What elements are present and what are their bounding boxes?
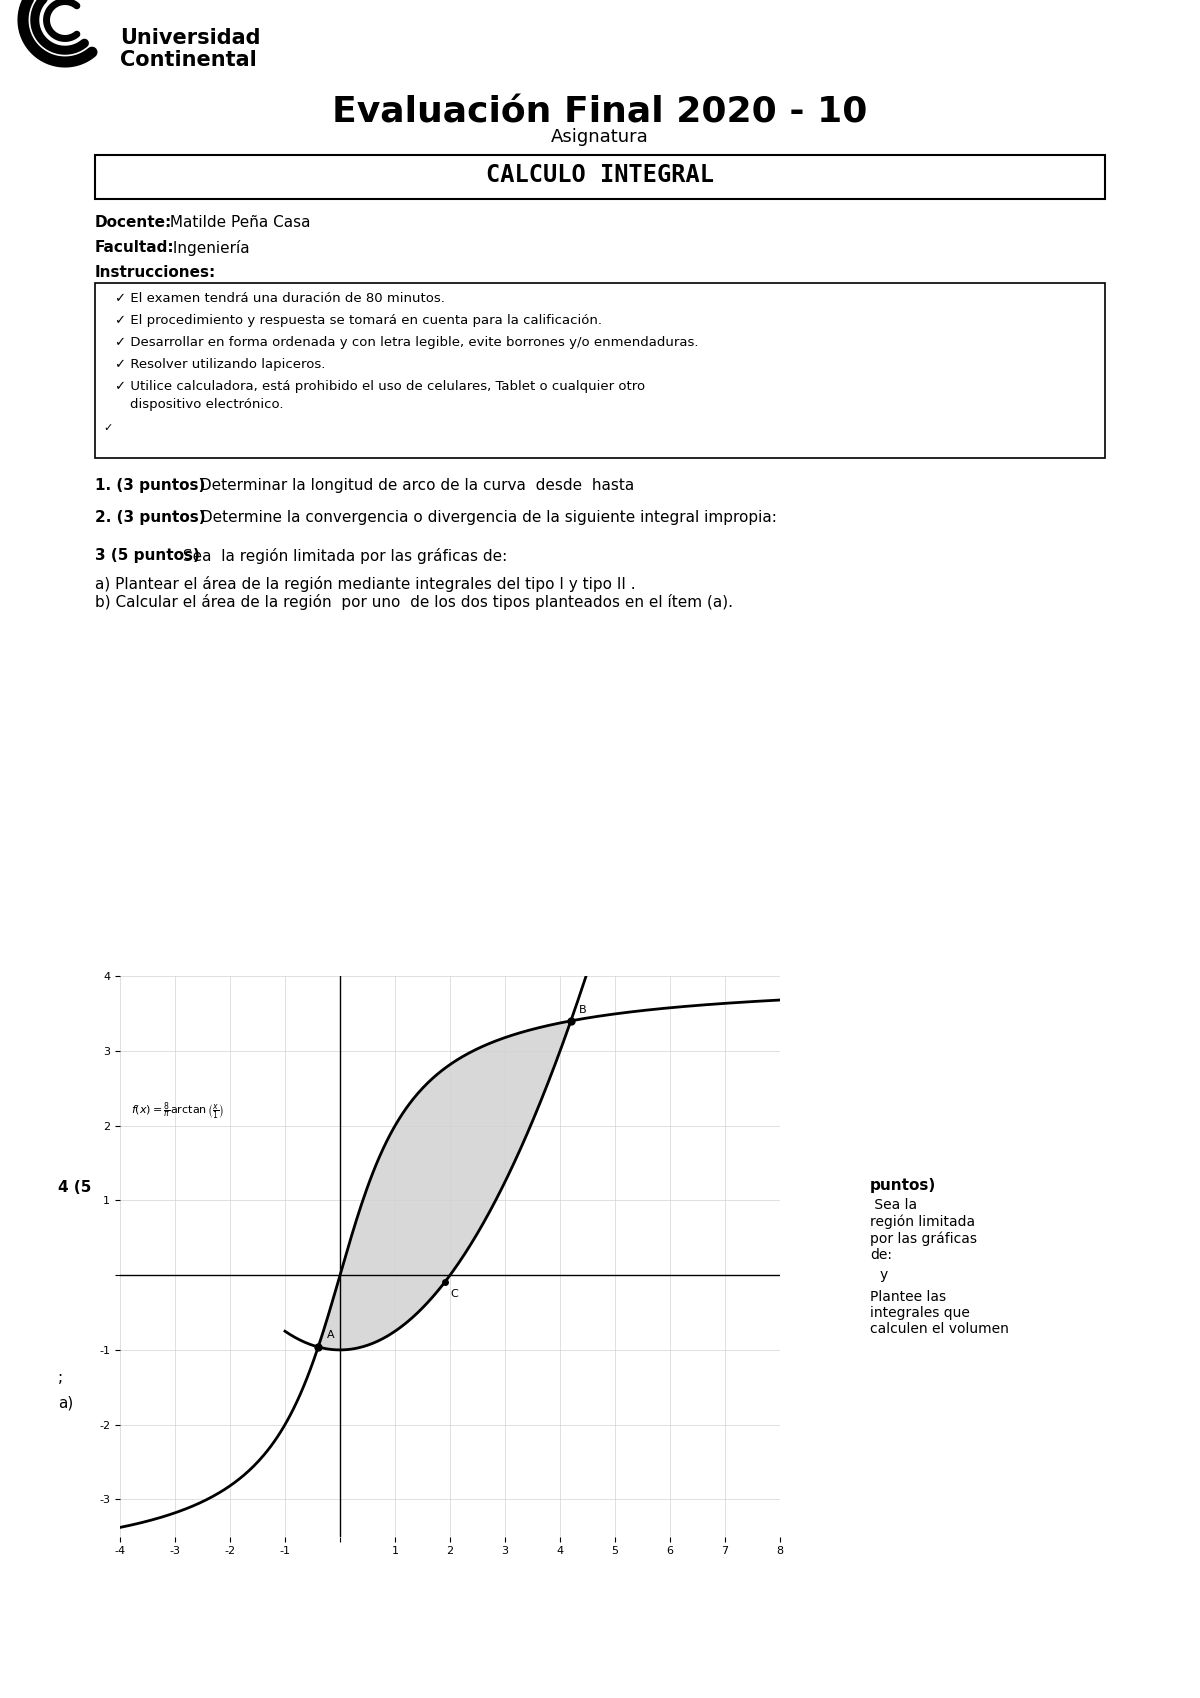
Text: Docente:: Docente: [95,216,173,229]
Text: puntos): puntos) [870,1178,936,1194]
Text: Asignatura: Asignatura [551,127,649,146]
Text: Sea la
región limitada
por las gráficas
de:: Sea la región limitada por las gráficas … [870,1199,977,1262]
Text: a) Plantear el área de la región mediante integrales del tipo I y tipo II .: a) Plantear el área de la región mediant… [95,576,636,593]
Text: b) Calcular el área de la región  por uno  de los dos tipos planteados en el íte: b) Calcular el área de la región por uno… [95,594,733,610]
Text: 4 (5: 4 (5 [58,1180,91,1195]
Text: dispositivo electrónico.: dispositivo electrónico. [130,397,283,411]
Text: Determinar la longitud de arco de la curva  desde  hasta: Determinar la longitud de arco de la cur… [194,479,635,492]
Text: ✓ El examen tendrá una duración de 80 minutos.: ✓ El examen tendrá una duración de 80 mi… [115,292,445,306]
Text: ;: ; [58,1370,64,1386]
Text: Ingeniería: Ingeniería [168,239,250,256]
Text: ✓ Utilice calculadora, está prohibido el uso de celulares, Tablet o cualquier ot: ✓ Utilice calculadora, está prohibido el… [115,380,646,392]
Text: Plantee las
integrales que
calculen el volumen: Plantee las integrales que calculen el v… [870,1290,1009,1336]
Text: ✓ El procedimiento y respuesta se tomará en cuenta para la calificación.: ✓ El procedimiento y respuesta se tomará… [115,314,602,328]
Text: CALCULO INTEGRAL: CALCULO INTEGRAL [486,163,714,187]
Text: Sea  la región limitada por las gráficas de:: Sea la región limitada por las gráficas … [178,548,508,564]
Text: Matilde Peña Casa: Matilde Peña Casa [166,216,311,229]
Text: 3 (5 puntos): 3 (5 puntos) [95,548,200,564]
Text: $f(x) = \frac{8}{\pi}\arctan\left(\frac{x}{1}\right)$: $f(x) = \frac{8}{\pi}\arctan\left(\frac{… [131,1100,224,1122]
Text: ✓ Desarrollar en forma ordenada y con letra legible, evite borrones y/o enmendad: ✓ Desarrollar en forma ordenada y con le… [115,336,698,350]
Text: Instrucciones:: Instrucciones: [95,265,216,280]
Text: 1. (3 puntos): 1. (3 puntos) [95,479,205,492]
Text: y: y [880,1268,888,1282]
Text: a): a) [58,1396,73,1409]
Text: B: B [580,1005,587,1015]
Text: Facultad:: Facultad: [95,239,175,255]
Text: ✓ Resolver utilizando lapiceros.: ✓ Resolver utilizando lapiceros. [115,358,325,370]
Text: A: A [326,1330,334,1340]
Text: Universidad: Universidad [120,27,260,48]
FancyBboxPatch shape [95,284,1105,458]
Text: Continental: Continental [120,49,257,70]
Text: Determine la convergencia o divergencia de la siguiente integral impropia:: Determine la convergencia o divergencia … [196,509,776,525]
Text: C: C [450,1289,457,1299]
Text: ✓: ✓ [103,423,113,433]
Text: 2. (3 puntos): 2. (3 puntos) [95,509,205,525]
FancyBboxPatch shape [95,155,1105,199]
Text: Evaluación Final 2020 - 10: Evaluación Final 2020 - 10 [332,95,868,129]
